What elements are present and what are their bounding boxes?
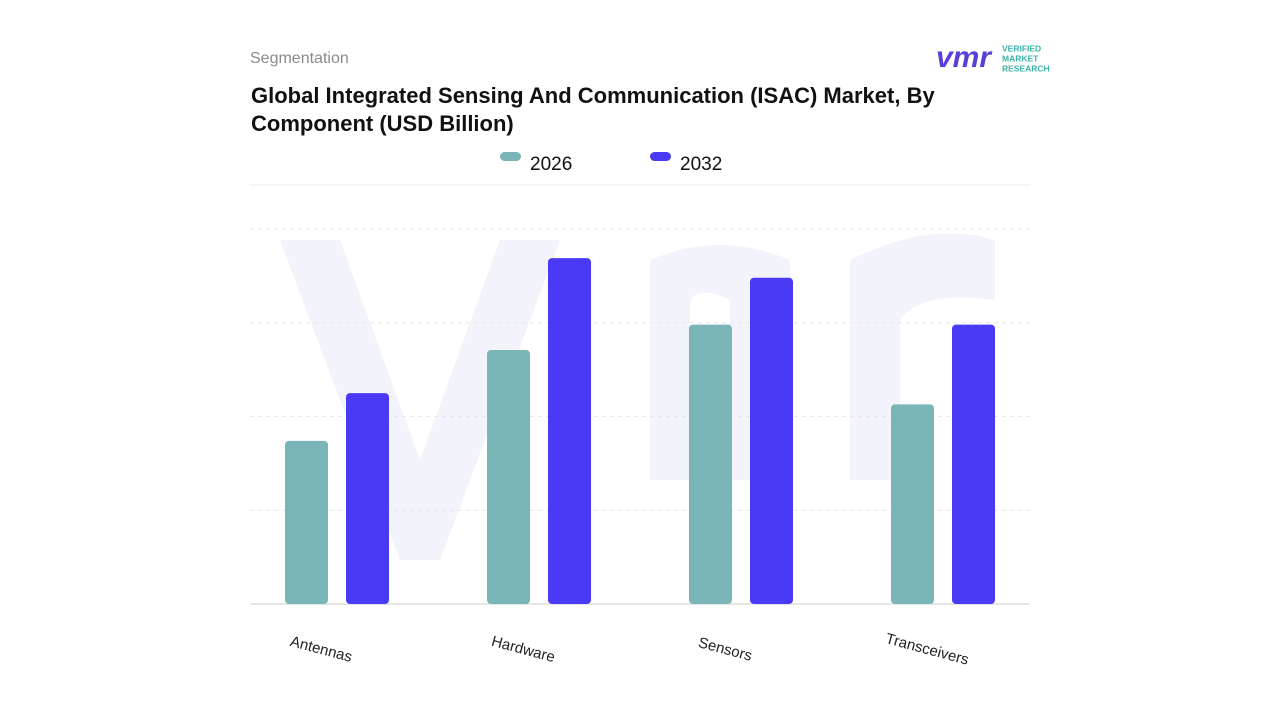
bar <box>750 277 793 604</box>
logo-text: VERIFIED <box>1002 43 1041 53</box>
logo-text: MARKET <box>1002 53 1039 63</box>
bar <box>487 349 530 604</box>
watermark <box>280 233 995 561</box>
logo: vmr VERIFIED MARKET RESEARCH <box>936 42 1050 74</box>
x-tick-label: Antennas <box>288 633 354 666</box>
legend-label: 2032 <box>680 154 722 175</box>
x-tick-label: Hardware <box>490 633 557 666</box>
bar <box>346 393 389 604</box>
bar <box>548 258 591 604</box>
legend-label: 2026 <box>530 154 572 175</box>
legend-swatch <box>500 152 521 161</box>
bar <box>689 324 732 604</box>
chart-title: Global Integrated Sensing And Communicat… <box>251 83 935 136</box>
bar <box>952 324 995 604</box>
legend-swatch <box>650 152 671 161</box>
logo-mark: vmr <box>936 42 993 74</box>
bar <box>285 440 328 604</box>
x-tick-label: Sensors <box>696 634 754 665</box>
logo-text: RESEARCH <box>1002 63 1050 73</box>
section-label: Segmentation <box>250 50 349 67</box>
x-tick-label: Transceivers <box>884 630 971 669</box>
bar <box>891 404 934 604</box>
